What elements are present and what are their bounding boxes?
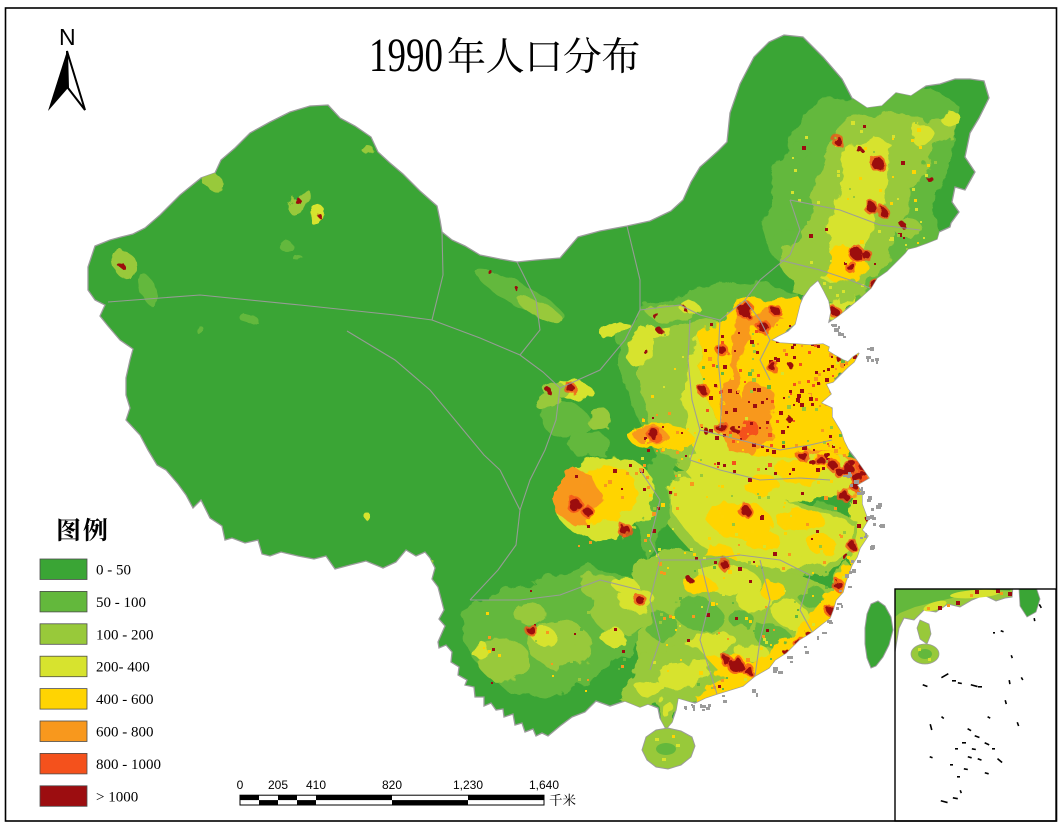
svg-text:600 - 800: 600 - 800: [96, 725, 154, 741]
svg-text:1,640: 1,640: [529, 778, 559, 792]
svg-text:820: 820: [382, 778, 402, 792]
svg-text:1990: 1990: [369, 29, 443, 82]
svg-text:100 - 200: 100 - 200: [96, 627, 154, 643]
svg-text:0 - 50: 0 - 50: [96, 563, 131, 579]
svg-text:1,230: 1,230: [453, 778, 483, 792]
svg-text:800 - 1000: 800 - 1000: [96, 757, 161, 773]
svg-text:N: N: [59, 24, 76, 50]
svg-text:200- 400: 200- 400: [96, 660, 150, 676]
svg-text:> 1000: > 1000: [96, 789, 138, 805]
svg-text:400 - 600: 400 - 600: [96, 692, 154, 708]
svg-text:205: 205: [268, 778, 288, 792]
svg-text:50 - 100: 50 - 100: [96, 595, 146, 611]
svg-text:410: 410: [306, 778, 326, 792]
svg-text:0: 0: [237, 778, 244, 792]
